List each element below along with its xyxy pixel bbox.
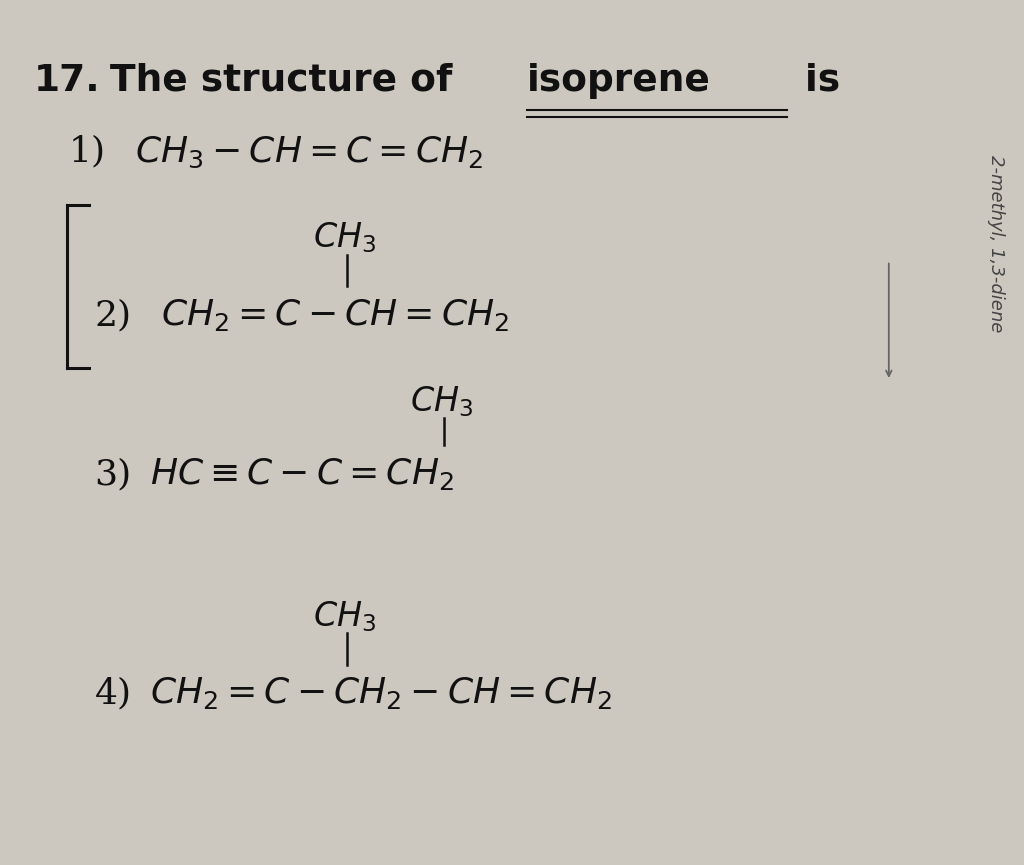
Text: $CH_3$: $CH_3$ bbox=[313, 599, 377, 633]
Text: $CH_3$: $CH_3$ bbox=[411, 384, 473, 419]
Text: 3): 3) bbox=[94, 457, 132, 491]
Text: The structure of: The structure of bbox=[110, 63, 465, 99]
Text: $HC\equiv C-C=CH_2$: $HC\equiv C-C=CH_2$ bbox=[151, 456, 455, 492]
Text: 17.: 17. bbox=[34, 63, 100, 99]
Text: isoprene: isoprene bbox=[527, 63, 711, 99]
Text: $CH_2=C-CH=CH_2$: $CH_2=C-CH=CH_2$ bbox=[161, 297, 509, 333]
Text: 1): 1) bbox=[69, 135, 106, 169]
Text: 2): 2) bbox=[94, 298, 131, 332]
Text: $CH_3$: $CH_3$ bbox=[313, 221, 377, 255]
Text: 4): 4) bbox=[94, 676, 131, 710]
Text: 2-methyl, 1,3-diene: 2-methyl, 1,3-diene bbox=[987, 155, 1005, 332]
Text: $CH_3-CH=C=CH_2$: $CH_3-CH=C=CH_2$ bbox=[135, 134, 483, 170]
Text: $CH_2=C-CH_2-CH=CH_2$: $CH_2=C-CH_2-CH=CH_2$ bbox=[151, 676, 612, 711]
Text: is: is bbox=[793, 63, 841, 99]
